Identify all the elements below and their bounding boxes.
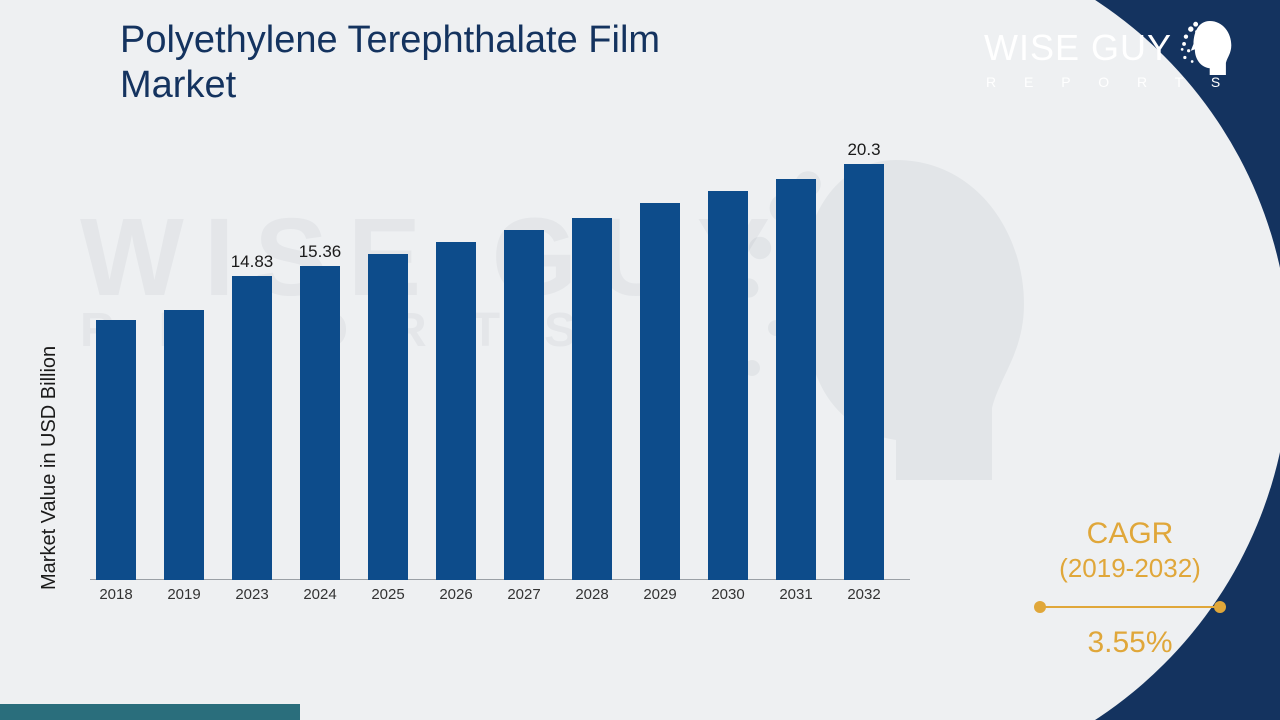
bar-group <box>164 150 204 580</box>
logo-text-main: WISE GUY <box>984 27 1172 69</box>
cagr-block: CAGR (2019-2032) 3.55% <box>1010 517 1250 660</box>
bar <box>436 242 476 580</box>
head-dots-icon <box>1180 18 1234 78</box>
bar-group <box>708 150 748 580</box>
brand-logo: WISE GUY R E P O R T S <box>984 18 1264 90</box>
bar-value-label: 15.36 <box>270 242 370 262</box>
bar-group <box>640 150 680 580</box>
infographic-canvas: WISE GUY REPORTS Polyethylene Terephthal… <box>0 0 1280 720</box>
bottom-accent-strip <box>0 704 300 720</box>
cagr-title: CAGR <box>1010 517 1250 551</box>
bar-group: 20.3 <box>844 150 884 580</box>
cagr-value: 3.55% <box>1010 626 1250 660</box>
bar <box>368 254 408 580</box>
bar-group <box>96 150 136 580</box>
bar <box>776 179 816 580</box>
chart-title: Polyethylene Terephthalate Film Market <box>120 18 760 108</box>
logo-text-sub: R E P O R T S <box>986 74 1264 90</box>
bar-value-label: 20.3 <box>814 140 914 160</box>
bar-group: 14.83 <box>232 150 272 580</box>
bar <box>844 164 884 580</box>
x-tick-label: 2032 <box>824 586 904 603</box>
bar <box>232 276 272 580</box>
bar-group <box>436 150 476 580</box>
bar-group <box>368 150 408 580</box>
bar <box>504 230 544 580</box>
bar-group <box>504 150 544 580</box>
cagr-divider <box>1040 606 1220 608</box>
bar <box>640 203 680 580</box>
y-axis-label: Market Value in USD Billion <box>38 346 61 590</box>
dot-icon <box>1214 601 1226 613</box>
dot-icon <box>1034 601 1046 613</box>
bar-group <box>776 150 816 580</box>
cagr-period: (2019-2032) <box>1010 553 1250 584</box>
bar-group: 15.36 <box>300 150 340 580</box>
logo-main-row: WISE GUY <box>984 18 1264 78</box>
bar-chart: 2018201914.83202315.36202420252026202720… <box>90 150 910 580</box>
bar <box>300 266 340 581</box>
bar <box>164 310 204 580</box>
bar <box>708 191 748 580</box>
bar <box>572 218 612 580</box>
bar-group <box>572 150 612 580</box>
bar <box>96 320 136 580</box>
